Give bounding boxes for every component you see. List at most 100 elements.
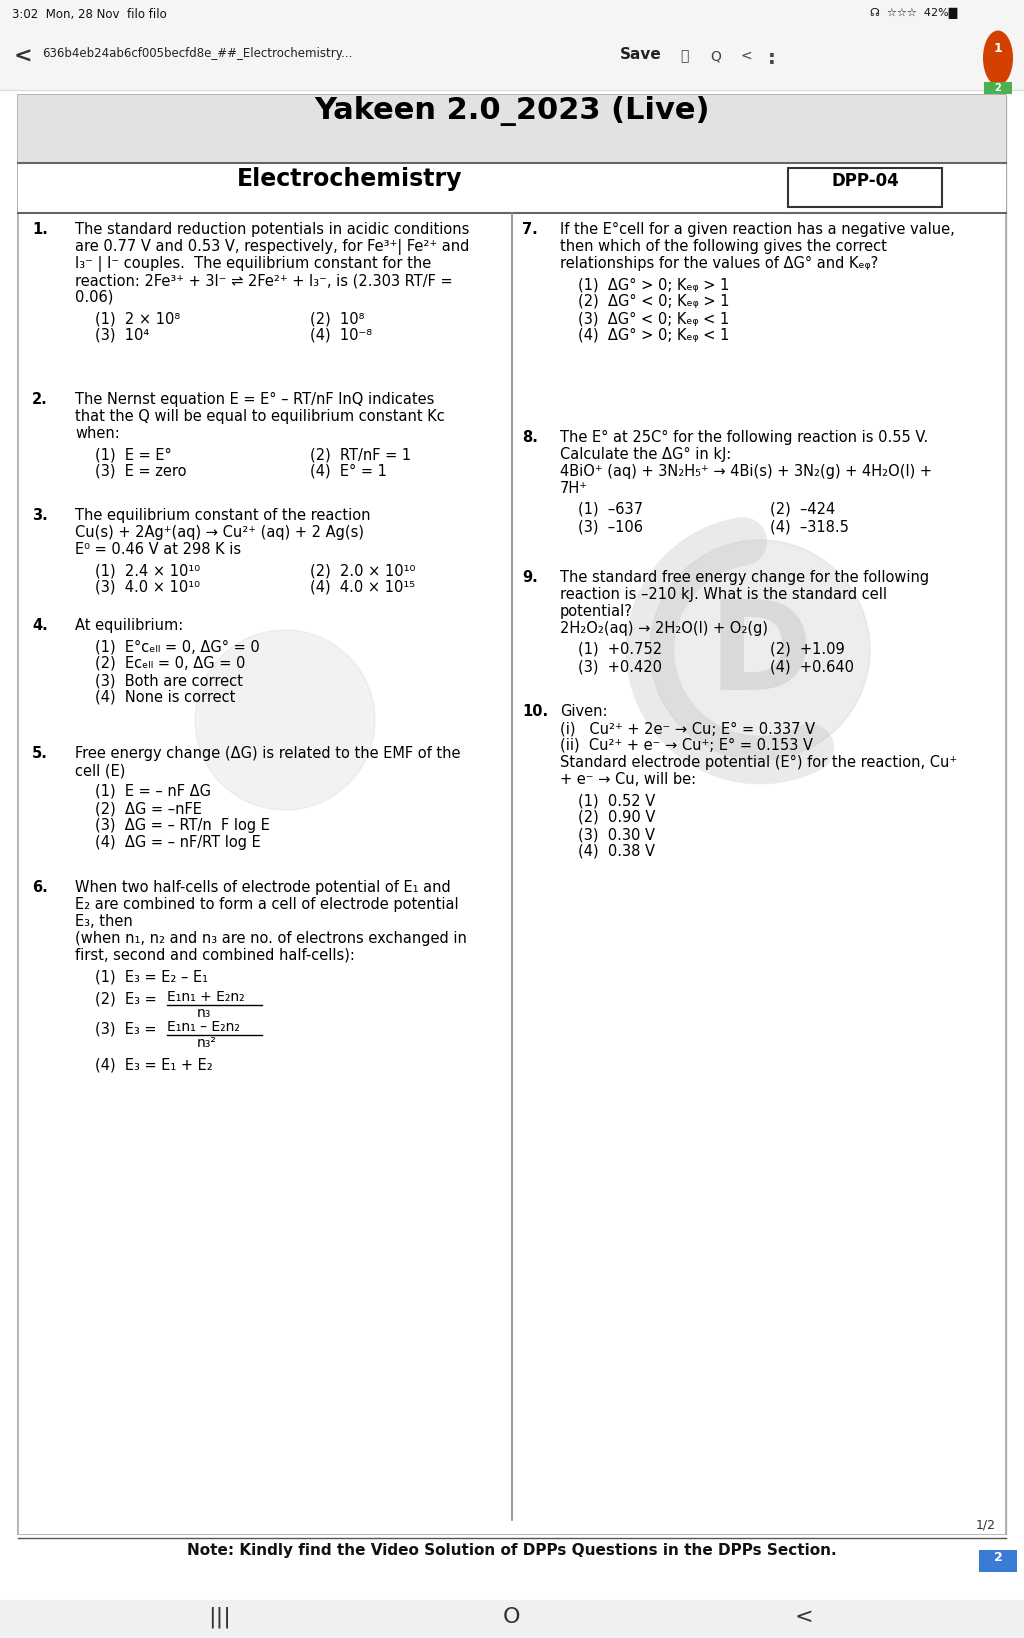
Text: (2)  E₃ =: (2) E₃ = [95,993,157,1007]
Text: E₁n₁ + E₂n₂: E₁n₁ + E₂n₂ [167,989,245,1004]
Text: Standard electrode potential (E°) for the reaction, Cu⁺: Standard electrode potential (E°) for th… [560,755,957,770]
Circle shape [650,541,870,760]
Text: 636b4eb24ab6cf005becfd8e_##_Electrochemistry...: 636b4eb24ab6cf005becfd8e_##_Electrochemi… [42,48,352,61]
Text: (3)  10⁴: (3) 10⁴ [95,328,150,342]
Text: (4)  E₃ = E₁ + E₂: (4) E₃ = E₁ + E₂ [95,1058,213,1073]
Bar [0,0,1024,33]
Text: <: < [795,1607,813,1627]
Text: 7H⁺: 7H⁺ [560,482,588,496]
Text: reaction is –210 kJ. What is the standard cell: reaction is –210 kJ. What is the standar… [560,586,887,603]
Text: then which of the following gives the correct: then which of the following gives the co… [560,239,887,254]
Text: (3)  0.30 V: (3) 0.30 V [578,827,655,842]
Text: 1/2: 1/2 [976,1518,996,1532]
Text: 4.: 4. [32,618,48,632]
Text: (3)  ΔG° < 0; Kₑᵩ < 1: (3) ΔG° < 0; Kₑᵩ < 1 [578,311,729,326]
Text: (4)  +0.640: (4) +0.640 [770,658,854,673]
Text: (1)  2.4 × 10¹⁰: (1) 2.4 × 10¹⁰ [95,563,200,578]
Text: (ii)  Cu²⁺ + e⁻ → Cu⁺; E° = 0.153 V: (ii) Cu²⁺ + e⁻ → Cu⁺; E° = 0.153 V [560,739,813,753]
Text: (1)  0.52 V: (1) 0.52 V [578,793,655,808]
Text: :: : [768,49,776,69]
Ellipse shape [983,31,1013,85]
Text: ☊  ☆☆☆  42%█: ☊ ☆☆☆ 42%█ [870,8,957,20]
Text: (1)  E = E°: (1) E = E° [95,447,172,462]
Text: (2)  2.0 × 10¹⁰: (2) 2.0 × 10¹⁰ [310,563,416,578]
Text: (3)  +0.420: (3) +0.420 [578,658,662,673]
Text: |||: ||| [209,1607,231,1628]
Text: (2)  RT/nF = 1: (2) RT/nF = 1 [310,447,411,462]
Text: (4)  ΔG = – nF/RT log E: (4) ΔG = – nF/RT log E [95,835,261,850]
Bar [0,1600,1024,1638]
Text: Yakeen 2.0_2023 (Live): Yakeen 2.0_2023 (Live) [314,97,710,126]
Text: <: < [14,48,33,67]
Text: (4)  –318.5: (4) –318.5 [770,519,849,534]
Text: Save: Save [620,48,662,62]
Bar [18,95,1006,1535]
Text: relationships for the values of ΔG° and Kₑᵩ?: relationships for the values of ΔG° and … [560,256,879,270]
Text: 3:02  Mon, 28 Nov  filo filo: 3:02 Mon, 28 Nov filo filo [12,8,167,21]
Text: that the Q will be equal to equilibrium constant Kᴄ: that the Q will be equal to equilibrium … [75,410,444,424]
Text: At equilibrium:: At equilibrium: [75,618,183,632]
Text: Calculate the ΔG° in kJ:: Calculate the ΔG° in kJ: [560,447,731,462]
Circle shape [195,631,375,811]
Text: (3)  4.0 × 10¹⁰: (3) 4.0 × 10¹⁰ [95,580,200,595]
Text: 3.: 3. [32,508,48,523]
Text: The standard reduction potentials in acidic conditions: The standard reduction potentials in aci… [75,223,469,238]
Text: (3)  E₃ =: (3) E₃ = [95,1022,157,1037]
Text: cell (E): cell (E) [75,763,125,778]
Text: E⁰ = 0.46 V at 298 K is: E⁰ = 0.46 V at 298 K is [75,542,241,557]
Text: I₃⁻ | I⁻ couples.  The equilibrium constant for the: I₃⁻ | I⁻ couples. The equilibrium consta… [75,256,431,272]
Text: E₃, then: E₃, then [75,914,133,929]
Bar [18,95,1006,1535]
Text: (4)  None is correct: (4) None is correct [95,690,236,704]
Bar [0,1535,1024,1600]
Text: 0.06): 0.06) [75,290,114,305]
Bar [0,33,1024,90]
Text: (2)  –424: (2) –424 [770,501,836,518]
Text: 8.: 8. [522,431,538,446]
Text: (3)  ΔG = – RT/n  F log E: (3) ΔG = – RT/n F log E [95,817,270,834]
Text: O: O [503,1607,521,1627]
Text: 6.: 6. [32,880,48,894]
Text: Cu(s) + 2Ag⁺(aq) → Cu²⁺ (aq) + 2 Ag(s): Cu(s) + 2Ag⁺(aq) → Cu²⁺ (aq) + 2 Ag(s) [75,526,364,541]
Text: Electrochemistry: Electrochemistry [238,167,463,192]
Text: first, second and combined half-cells):: first, second and combined half-cells): [75,948,355,963]
Text: (2)  10⁸: (2) 10⁸ [310,311,365,326]
Text: (1)  E₃ = E₂ – E₁: (1) E₃ = E₂ – E₁ [95,970,208,984]
Text: (2)  ΔG = –nFE: (2) ΔG = –nFE [95,801,202,816]
Text: 10.: 10. [522,704,548,719]
Text: Note: Kindly find the Video Solution of DPPs Questions in the DPPs Section.: Note: Kindly find the Video Solution of … [187,1543,837,1558]
Text: 7.: 7. [522,223,538,238]
Text: (1)  E = – nF ΔG: (1) E = – nF ΔG [95,785,211,799]
Text: + e⁻ → Cu, will be:: + e⁻ → Cu, will be: [560,771,696,786]
Text: (3)  E = zero: (3) E = zero [95,464,186,478]
Text: The standard free energy change for the following: The standard free energy change for the … [560,570,929,585]
Text: reaction: 2Fe³⁺ + 3I⁻ ⇌ 2Fe²⁺ + I₃⁻, is (2.303 RT/F =: reaction: 2Fe³⁺ + 3I⁻ ⇌ 2Fe²⁺ + I₃⁻, is … [75,274,453,288]
Text: (1)  2 × 10⁸: (1) 2 × 10⁸ [95,311,180,326]
Text: <: < [740,49,752,62]
Text: (1)  +0.752: (1) +0.752 [578,642,663,657]
Text: The Nernst equation E = E° – RT/nF lnQ indicates: The Nernst equation E = E° – RT/nF lnQ i… [75,391,434,406]
Text: 2.: 2. [32,391,48,406]
Bar [984,82,1012,93]
Text: (i)   Cu²⁺ + 2e⁻ → Cu; E° = 0.337 V: (i) Cu²⁺ + 2e⁻ → Cu; E° = 0.337 V [560,721,815,735]
Text: (4)  ΔG° > 0; Kₑᵩ < 1: (4) ΔG° > 0; Kₑᵩ < 1 [578,328,729,342]
Text: (4)  4.0 × 10¹⁵: (4) 4.0 × 10¹⁵ [310,580,415,595]
Text: When two half-cells of electrode potential of E₁ and: When two half-cells of electrode potenti… [75,880,451,894]
Text: The E° at 25C° for the following reaction is 0.55 V.: The E° at 25C° for the following reactio… [560,431,928,446]
Text: The equilibrium constant of the reaction: The equilibrium constant of the reaction [75,508,371,523]
Text: (1)  ΔG° > 0; Kₑᵩ > 1: (1) ΔG° > 0; Kₑᵩ > 1 [578,277,729,292]
Text: (2)  ΔG° < 0; Kₑᵩ > 1: (2) ΔG° < 0; Kₑᵩ > 1 [578,293,729,310]
Text: E₁n₁ – E₂n₂: E₁n₁ – E₂n₂ [167,1020,240,1034]
Text: (3)  –106: (3) –106 [578,519,643,534]
Text: (2)  +1.09: (2) +1.09 [770,642,845,657]
Text: n₃: n₃ [197,1006,211,1020]
Text: (1)  E°ᴄₑₗₗ = 0, ΔG° = 0: (1) E°ᴄₑₗₗ = 0, ΔG° = 0 [95,639,260,654]
Text: (3)  Both are correct: (3) Both are correct [95,673,243,688]
Bar [18,95,1006,164]
Text: 2: 2 [994,84,1001,93]
Text: (4)  E° = 1: (4) E° = 1 [310,464,387,478]
Bar [18,164,1006,213]
Text: 9.: 9. [522,570,538,585]
Text: (4)  0.38 V: (4) 0.38 V [578,844,655,858]
Text: E₂ are combined to form a cell of electrode potential: E₂ are combined to form a cell of electr… [75,898,459,912]
